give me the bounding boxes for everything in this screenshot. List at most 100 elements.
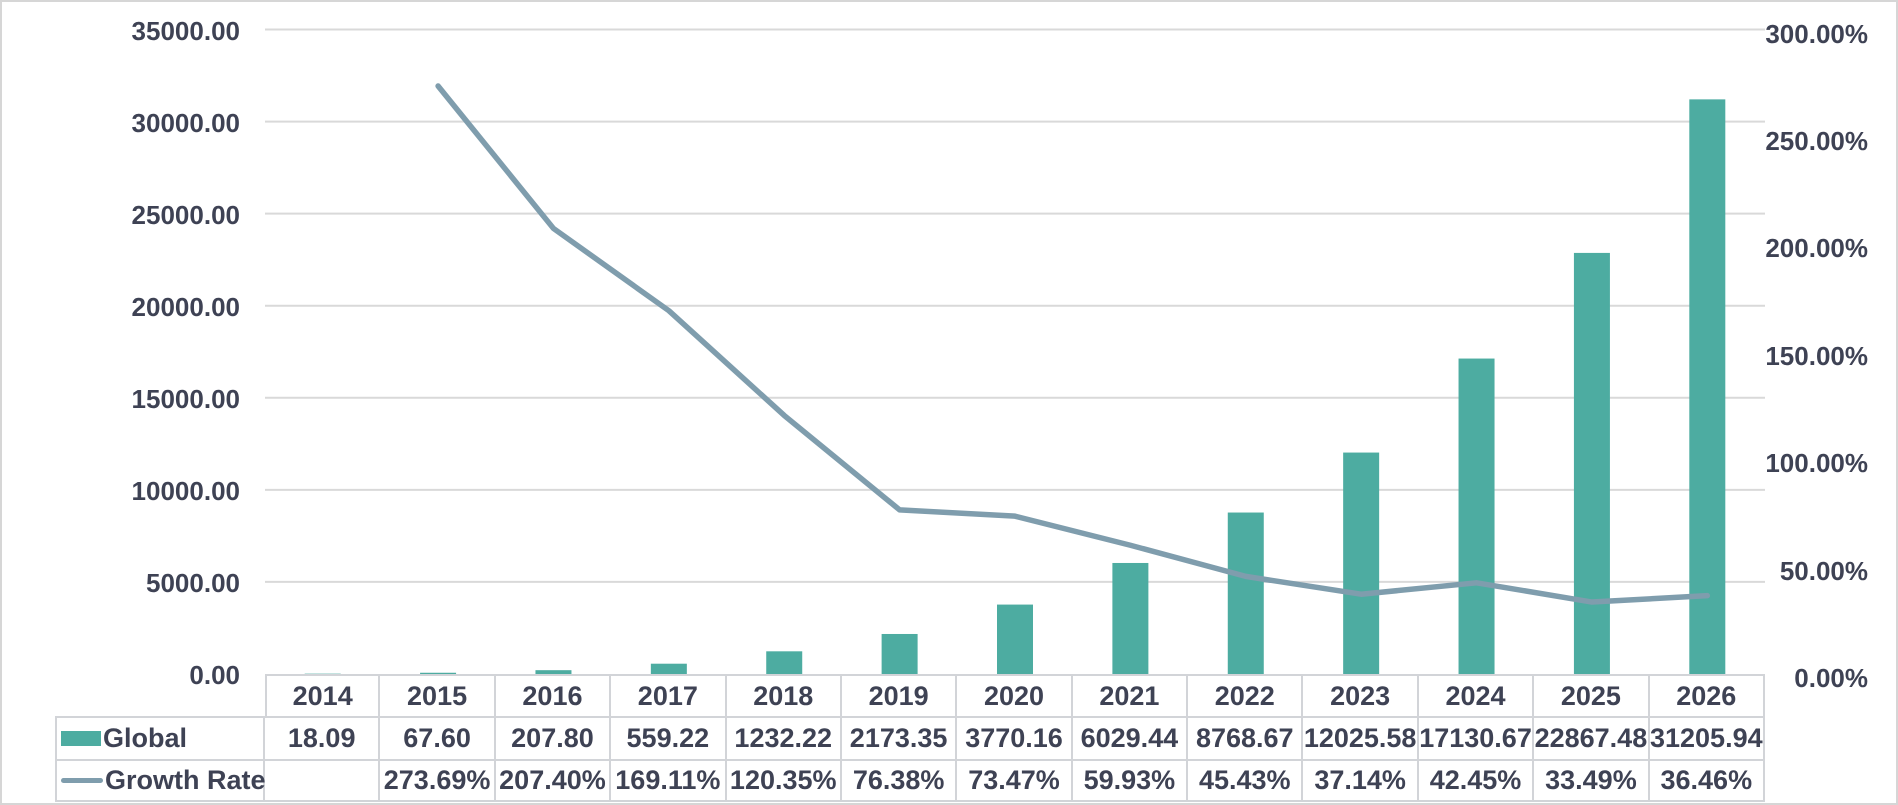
table-cell-global-2020: 3770.16 — [957, 718, 1073, 761]
year-header-2020: 2020 — [957, 674, 1073, 718]
table-cell-growth-rate-2016-text: 207.40% — [499, 765, 606, 795]
bar-global-2018 — [766, 651, 803, 674]
table-cell-global-2019-text: 2173.35 — [849, 723, 948, 753]
table-cell-growth-rate-2016: 207.40% — [495, 761, 612, 802]
table-cell-global-2017-text: 559.22 — [626, 723, 710, 753]
table-cell-global-2021: 6029.44 — [1072, 718, 1189, 761]
table-cell-growth-rate-2018-text: 120.35% — [729, 765, 837, 795]
table-cell-global-2025-text: 22867.48 — [1534, 723, 1648, 753]
table-cell-global-2015: 67.60 — [380, 718, 496, 761]
table-cell-growth-rate-2014 — [265, 761, 381, 802]
table-cell-growth-rate-2023: 37.14% — [1303, 761, 1419, 802]
right-axis-tick: 300.00% — [1765, 18, 1868, 49]
bar-global-2025 — [1573, 252, 1610, 674]
year-header-2025-text: 2025 — [1560, 680, 1621, 711]
table-cell-growth-rate-2015-text: 273.69% — [383, 765, 491, 795]
year-header-2022: 2022 — [1188, 674, 1304, 718]
combo-chart-plot — [265, 28, 1765, 674]
global-bar-legend-icon — [61, 731, 101, 746]
table-cell-global-2023: 12025.58 — [1303, 718, 1419, 761]
table-cell-global-2014-text: 18.09 — [287, 723, 356, 753]
table-cell-growth-rate-2021-text: 59.93% — [1083, 765, 1176, 795]
legend-global-text: Global — [103, 723, 188, 753]
bar-global-2021 — [1112, 562, 1149, 674]
table-cell-growth-rate-2017-text: 169.11% — [615, 765, 721, 795]
bar-global-2016 — [535, 670, 572, 674]
legend-global: Global — [55, 718, 265, 761]
right-axis-tick: 150.00% — [1765, 340, 1868, 371]
table-cell-global-2019: 2173.35 — [841, 718, 958, 761]
table-cell-growth-rate-2025: 33.49% — [1534, 761, 1650, 802]
year-header-2019: 2019 — [841, 674, 958, 718]
year-header-2017-text: 2017 — [637, 680, 698, 711]
left-axis-tick: 30000.00 — [131, 107, 240, 138]
left-axis-tick: 5000.00 — [146, 567, 240, 598]
year-header-2014-text: 2014 — [292, 680, 353, 711]
right-axis-tick: 200.00% — [1765, 233, 1868, 264]
table-cell-growth-rate-2022-text: 45.43% — [1198, 765, 1291, 795]
table-cell-global-2024-text: 17130.67 — [1419, 723, 1532, 753]
table-cell-growth-rate-2019-text: 76.38% — [852, 765, 945, 795]
year-header-2018-text: 2018 — [753, 680, 814, 711]
year-header-2018: 2018 — [726, 674, 842, 718]
table-cell-global-2024: 17130.67 — [1418, 718, 1535, 761]
table-cell-global-2015-text: 67.60 — [403, 723, 471, 753]
year-header-2026: 2026 — [1649, 674, 1765, 718]
table-cell-growth-rate-2022: 45.43% — [1188, 761, 1304, 802]
year-header-2022-text: 2022 — [1214, 680, 1275, 711]
year-header-2019-text: 2019 — [868, 680, 929, 711]
right-axis-tick: 250.00% — [1765, 125, 1868, 156]
table-cell-growth-rate-2024-text: 42.45% — [1429, 765, 1522, 795]
table-cell-global-2018-text: 1232.22 — [734, 723, 833, 753]
year-header-2024: 2024 — [1418, 674, 1535, 718]
year-header-2016-text: 2016 — [522, 680, 583, 711]
bar-global-2022 — [1227, 512, 1264, 674]
year-header-2023: 2023 — [1303, 674, 1419, 718]
year-header-2021-text: 2021 — [1099, 680, 1160, 711]
bar-global-2024 — [1458, 358, 1495, 674]
table-cell-global-2023-text: 12025.58 — [1303, 723, 1417, 753]
right-axis-tick: 100.00% — [1765, 448, 1868, 479]
table-cell-global-2022: 8768.67 — [1188, 718, 1304, 761]
year-header-2015-text: 2015 — [407, 680, 468, 711]
year-header-2017: 2017 — [611, 674, 727, 718]
table-cell-growth-rate-2026-text: 36.46% — [1660, 765, 1753, 795]
table-cell-growth-rate-2025-text: 33.49% — [1545, 765, 1637, 795]
table-cell-growth-rate-2015: 273.69% — [380, 761, 496, 802]
left-axis-tick: 15000.00 — [131, 383, 240, 414]
right-y-axis: 0.00% 50.00% 100.00% 150.00% 200.00% 250.00% 3… — [1765, 2, 1868, 692]
table-cell-global-2020-text: 3770.16 — [965, 723, 1063, 753]
table-cell-growth-rate-2019: 76.38% — [841, 761, 958, 802]
table-cell-global-2018: 1232.22 — [726, 718, 842, 761]
table-cell-global-2014: 18.09 — [265, 718, 381, 761]
bar-global-2023 — [1343, 452, 1380, 674]
table-cell-growth-rate-2020: 73.47% — [957, 761, 1073, 802]
line-growth-rate — [435, 83, 1711, 605]
table-cell-global-2026: 31205.94 — [1649, 718, 1765, 761]
year-header-2023-text: 2023 — [1330, 680, 1391, 711]
bar-global-2020 — [997, 604, 1033, 674]
table-cell-global-2025: 22867.48 — [1534, 718, 1650, 761]
left-axis-tick: 35000.00 — [131, 15, 240, 46]
year-header-2025: 2025 — [1534, 674, 1650, 718]
table-cell-global-2017: 559.22 — [611, 718, 727, 761]
table-cell-growth-rate-2021: 59.93% — [1072, 761, 1189, 802]
left-y-axis: 0.00 5000.00 10000.00 15000.00 20000.00 25000… — [2, 2, 240, 689]
table-cell-global-2022-text: 8768.67 — [1195, 723, 1294, 753]
year-header-2014: 2014 — [265, 674, 381, 718]
bar-global-2015 — [420, 672, 457, 674]
year-header-2024-text: 2024 — [1445, 680, 1506, 711]
year-header-2015: 2015 — [380, 674, 496, 718]
table-cell-growth-rate-2024: 42.45% — [1418, 761, 1535, 802]
table-cell-global-2016: 207.80 — [495, 718, 612, 761]
table-cell-growth-rate-2018: 120.35% — [726, 761, 842, 802]
table-header-spacer — [55, 674, 265, 718]
left-axis-tick: 20000.00 — [131, 291, 240, 322]
table-cell-growth-rate-2017: 169.11% — [611, 761, 727, 802]
bar-global-2019 — [881, 633, 918, 674]
left-axis-tick: 25000.00 — [131, 199, 240, 230]
growth-rate-line-legend-icon — [61, 778, 103, 783]
bar-global-2026 — [1689, 99, 1726, 674]
year-header-2021: 2021 — [1072, 674, 1189, 718]
